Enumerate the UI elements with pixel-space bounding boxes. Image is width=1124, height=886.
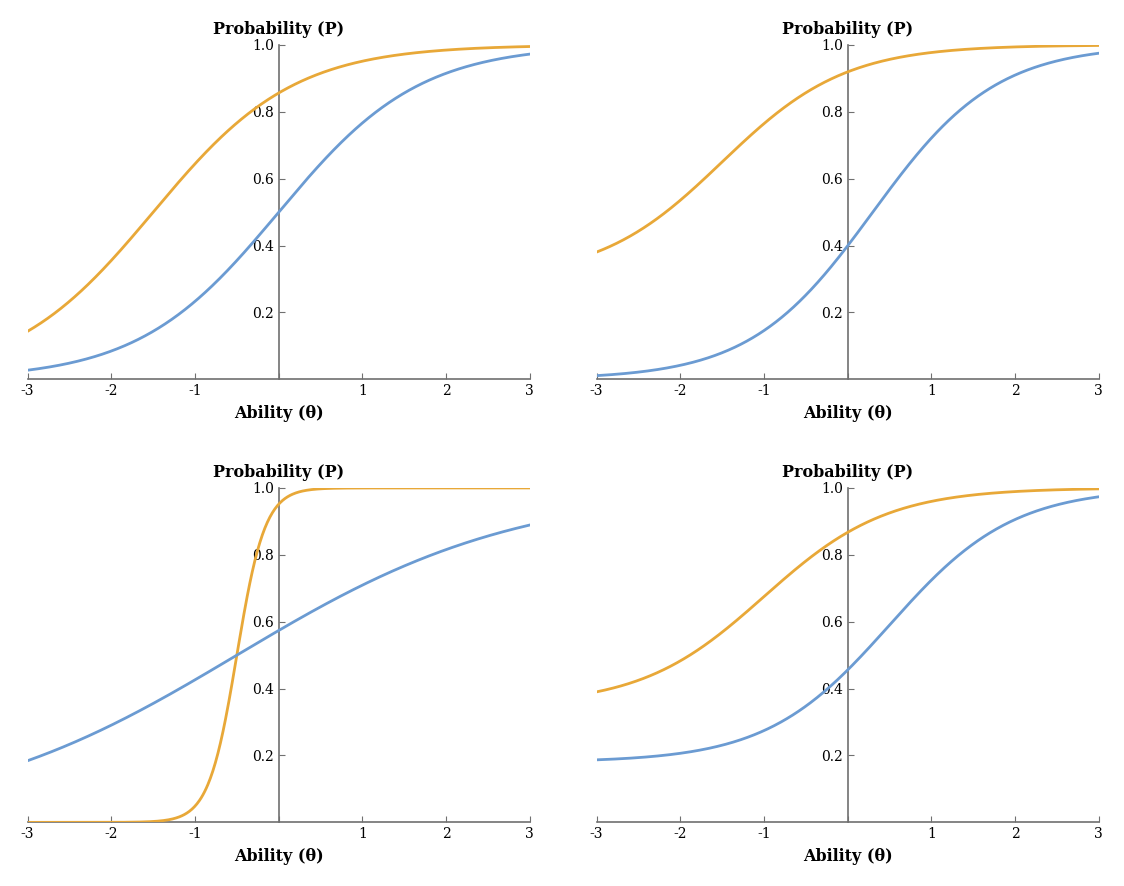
Title: Probability (P): Probability (P) [782,21,913,38]
X-axis label: Ability (θ): Ability (θ) [234,848,324,865]
Title: Probability (P): Probability (P) [214,21,344,38]
X-axis label: Ability (θ): Ability (θ) [234,405,324,422]
X-axis label: Ability (θ): Ability (θ) [803,405,892,422]
X-axis label: Ability (θ): Ability (θ) [803,848,892,865]
Title: Probability (P): Probability (P) [214,464,344,481]
Title: Probability (P): Probability (P) [782,464,913,481]
